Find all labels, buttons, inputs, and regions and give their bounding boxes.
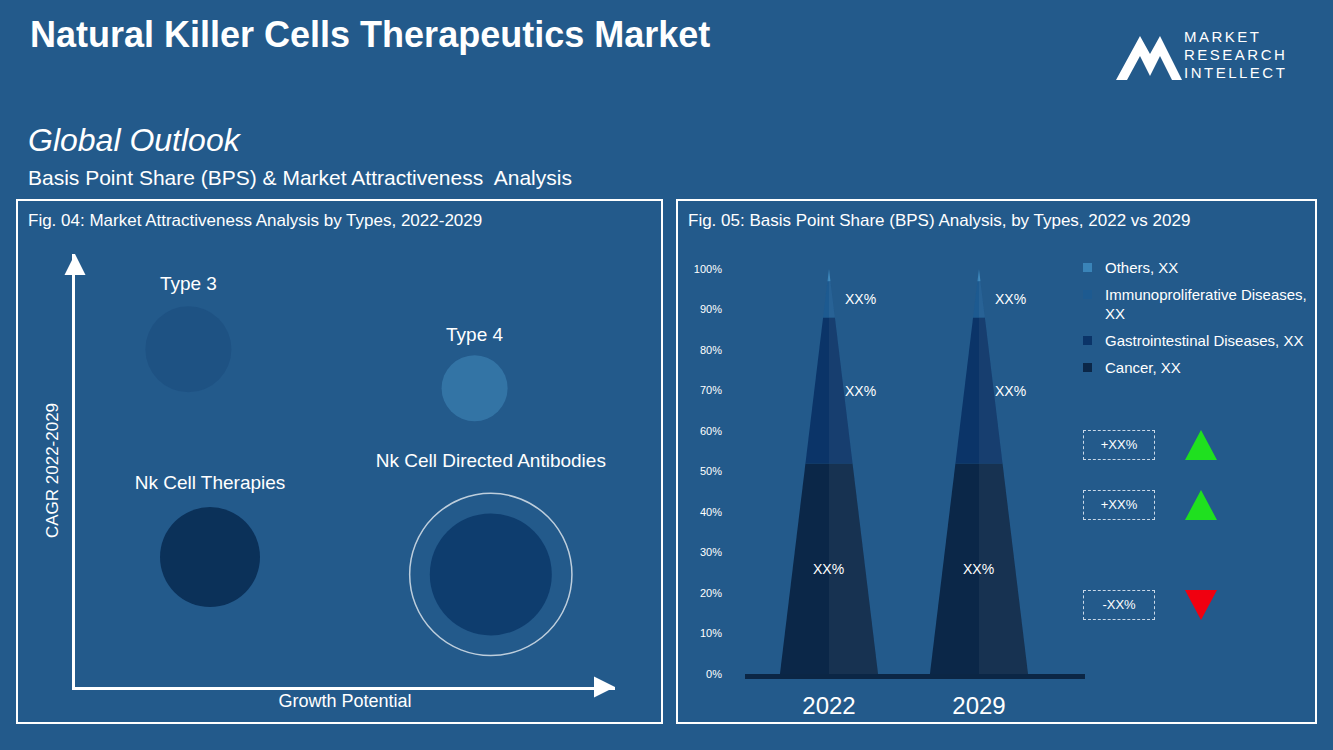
svg-text:XX%: XX% — [845, 291, 876, 307]
svg-text:40%: 40% — [700, 506, 722, 518]
svg-text:Fig. 04: Market Attractiveness: Fig. 04: Market Attractiveness Analysis … — [28, 211, 482, 230]
html-text:-XX%: -XX% — [1102, 597, 1136, 612]
svg-text:60%: 60% — [700, 425, 722, 437]
svg-text:XX%: XX% — [963, 561, 994, 577]
svg-text:70%: 70% — [700, 384, 722, 396]
svg-text:Nk Cell Directed Antibodies: Nk Cell Directed Antibodies — [376, 450, 606, 471]
html-text:Gastrointestinal Diseases, XX: Gastrointestinal Diseases, XX — [1105, 332, 1304, 349]
svg-text:50%: 50% — [700, 465, 722, 477]
svg-text:2029: 2029 — [952, 692, 1005, 719]
html-text:+XX%: +XX% — [1100, 437, 1138, 452]
html-text:Basis Point Share (BPS) & Mark: Basis Point Share (BPS) & Market Attract… — [28, 166, 572, 189]
svg-text:Type 4: Type 4 — [446, 324, 503, 345]
svg-text:Growth Potential: Growth Potential — [278, 691, 411, 711]
html-text:Global Outlook: Global Outlook — [28, 122, 240, 158]
svg-text:90%: 90% — [700, 303, 722, 315]
svg-text:CAGR 2022-2029: CAGR 2022-2029 — [43, 403, 62, 538]
svg-text:XX%: XX% — [995, 291, 1026, 307]
html-text:Immunoproliferative Diseases,: Immunoproliferative Diseases, XX — [1105, 286, 1307, 322]
svg-text:XX%: XX% — [813, 561, 844, 577]
html-text:Others, XX: Others, XX — [1105, 259, 1179, 276]
html-text:+XX%: +XX% — [1100, 497, 1138, 512]
svg-text:10%: 10% — [700, 627, 722, 639]
svg-text:Fig. 05: Basis Point Share (BP: Fig. 05: Basis Point Share (BPS) Analysi… — [688, 211, 1190, 230]
html-text:INTELLECT: INTELLECT — [1184, 64, 1288, 81]
svg-text:0%: 0% — [706, 668, 722, 680]
svg-text:80%: 80% — [700, 344, 722, 356]
svg-text:20%: 20% — [700, 587, 722, 599]
svg-text:XX%: XX% — [995, 383, 1026, 399]
svg-text:XX%: XX% — [845, 383, 876, 399]
html-text:Cancer, XX: Cancer, XX — [1105, 359, 1181, 376]
svg-text:Nk Cell Therapies: Nk Cell Therapies — [135, 472, 286, 493]
html-text:RESEARCH: RESEARCH — [1184, 46, 1288, 63]
html-text:MARKET: MARKET — [1184, 28, 1262, 45]
svg-text:100%: 100% — [694, 263, 722, 275]
svg-text:Type 3: Type 3 — [160, 273, 217, 294]
svg-text:30%: 30% — [700, 546, 722, 558]
svg-text:2022: 2022 — [802, 692, 855, 719]
html-text:Natural Killer Cells Therapeut: Natural Killer Cells Therapeutics Market — [30, 14, 711, 55]
